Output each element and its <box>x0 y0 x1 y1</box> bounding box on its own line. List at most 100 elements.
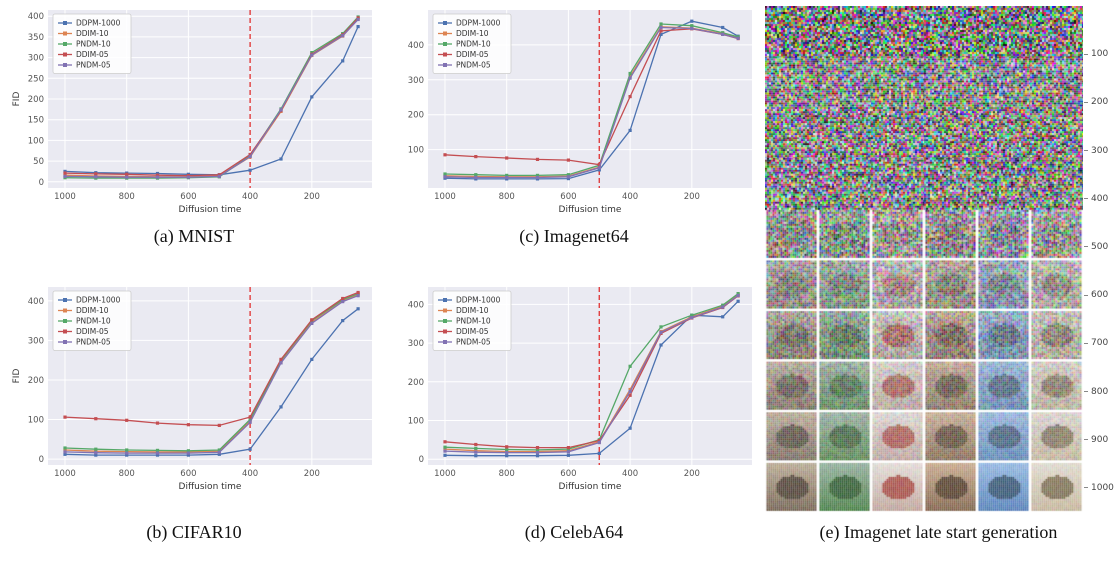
svg-text:400: 400 <box>408 300 424 310</box>
svg-text:200: 200 <box>684 192 700 202</box>
svg-text:DDPM-1000: DDPM-1000 <box>456 296 501 305</box>
svg-text:600: 600 <box>560 192 576 202</box>
y-axis: 0 100 200 300 400 <box>408 300 424 465</box>
svg-text:400: 400 <box>28 297 44 307</box>
y-axis-label: FID <box>12 369 22 384</box>
row-tick <box>1084 150 1088 151</box>
svg-text:600: 600 <box>560 469 576 479</box>
caption-celeba64: (d) CelebA64 <box>388 522 760 543</box>
svg-text:DDIM-10: DDIM-10 <box>456 29 489 38</box>
svg-text:PNDM-10: PNDM-10 <box>456 317 491 326</box>
svg-text:0: 0 <box>39 455 44 465</box>
svg-text:300: 300 <box>408 76 424 86</box>
x-axis: 1000 800 600 400 200 Diffusion time <box>434 469 700 492</box>
svg-text:DDPM-1000: DDPM-1000 <box>76 19 121 28</box>
imagenet-generation-panel: 100 200 300 400 500 600 700 800 900 1000 <box>765 6 1117 514</box>
chart-svg-cifar10: 1000 800 600 400 200 Diffusion time 0 100 200 300… <box>8 281 380 499</box>
y-axis: 100 200 300 400 <box>408 41 424 156</box>
svg-text:200: 200 <box>408 111 424 121</box>
svg-text:400: 400 <box>408 41 424 51</box>
svg-text:DDIM-10: DDIM-10 <box>76 306 109 315</box>
svg-text:300: 300 <box>408 339 424 349</box>
x-axis-label: Diffusion time <box>179 482 242 492</box>
row-tick <box>1084 198 1088 199</box>
x-axis-label: Diffusion time <box>559 205 622 215</box>
row-tick <box>1084 295 1088 296</box>
row-label: 100 <box>1091 49 1108 59</box>
row-label: 400 <box>1091 194 1108 204</box>
svg-text:DDIM-10: DDIM-10 <box>76 29 109 38</box>
svg-text:PNDM-10: PNDM-10 <box>76 40 111 49</box>
svg-text:PNDM-05: PNDM-05 <box>456 61 491 70</box>
caption-mnist: (a) MNIST <box>8 226 380 247</box>
svg-text:DDIM-05: DDIM-05 <box>456 327 489 336</box>
svg-text:200: 200 <box>408 378 424 388</box>
legend: DDPM-1000DDIM-10 PNDM-10DDIM-05 PNDM-05 <box>433 14 511 74</box>
row-tick <box>1084 246 1088 247</box>
row-tick <box>1084 439 1088 440</box>
svg-text:400: 400 <box>622 192 638 202</box>
svg-text:100: 100 <box>28 136 44 146</box>
figure: 1000 800 600 400 200 Diffusion time 0 50 100 150 2… <box>0 0 1119 574</box>
x-axis: 1000 800 600 400 200 Diffusion time <box>54 469 320 492</box>
svg-text:300: 300 <box>28 54 44 64</box>
svg-text:200: 200 <box>304 192 320 202</box>
svg-text:PNDM-05: PNDM-05 <box>456 338 491 347</box>
x-axis-label: Diffusion time <box>559 482 622 492</box>
chart-svg-celeba64: 1000 800 600 400 200 Diffusion time 0 100 200 300… <box>388 281 760 499</box>
chart-svg-mnist: 1000 800 600 400 200 Diffusion time 0 50 100 150 2… <box>8 4 380 222</box>
svg-text:DDIM-10: DDIM-10 <box>456 306 489 315</box>
svg-text:200: 200 <box>304 469 320 479</box>
svg-text:50: 50 <box>33 157 44 167</box>
row-tick <box>1084 391 1088 392</box>
svg-text:1000: 1000 <box>54 469 76 479</box>
chart-celeba64: 1000 800 600 400 200 Diffusion time 0 100 200 300… <box>388 281 760 499</box>
svg-text:400: 400 <box>28 12 44 22</box>
y-axis-label: FID <box>12 92 22 107</box>
svg-text:DDIM-05: DDIM-05 <box>76 50 109 59</box>
row-tick <box>1084 102 1088 103</box>
svg-text:600: 600 <box>180 469 196 479</box>
row-label: 200 <box>1091 97 1108 107</box>
y-axis: 0 100 200 300 400 <box>28 297 44 465</box>
svg-text:200: 200 <box>28 95 44 105</box>
svg-text:1000: 1000 <box>434 192 456 202</box>
row-label: 700 <box>1091 338 1108 348</box>
svg-text:150: 150 <box>28 116 44 126</box>
imagenet-grid-image <box>765 6 1083 512</box>
svg-text:600: 600 <box>180 192 196 202</box>
svg-text:300: 300 <box>28 336 44 346</box>
svg-text:400: 400 <box>242 469 258 479</box>
chart-cifar10: 1000 800 600 400 200 Diffusion time 0 100 200 300… <box>8 281 380 499</box>
svg-text:DDIM-05: DDIM-05 <box>76 327 109 336</box>
svg-text:DDPM-1000: DDPM-1000 <box>456 19 501 28</box>
svg-text:PNDM-10: PNDM-10 <box>76 317 111 326</box>
svg-text:800: 800 <box>499 469 515 479</box>
svg-text:200: 200 <box>684 469 700 479</box>
chart-mnist: 1000 800 600 400 200 Diffusion time 0 50 100 150 2… <box>8 4 380 222</box>
legend: DDPM-1000DDIM-10 PNDM-10DDIM-05 PNDM-05 <box>433 291 511 351</box>
row-label: 800 <box>1091 387 1108 397</box>
svg-text:100: 100 <box>408 146 424 156</box>
svg-text:PNDM-10: PNDM-10 <box>456 40 491 49</box>
caption-imagenet-generation: (e) Imagenet late start generation <box>760 522 1117 543</box>
svg-text:100: 100 <box>28 416 44 426</box>
svg-text:1000: 1000 <box>54 192 76 202</box>
svg-text:0: 0 <box>419 455 424 465</box>
row-label: 900 <box>1091 435 1108 445</box>
svg-text:PNDM-05: PNDM-05 <box>76 61 111 70</box>
svg-text:1000: 1000 <box>434 469 456 479</box>
svg-text:800: 800 <box>499 192 515 202</box>
legend: DDPM-1000DDIM-10 PNDM-10DDIM-05 PNDM-05 <box>53 14 131 74</box>
svg-text:800: 800 <box>119 192 135 202</box>
x-axis: 1000 800 600 400 200 Diffusion time <box>54 192 320 215</box>
svg-text:100: 100 <box>408 417 424 427</box>
x-axis: 1000 800 600 400 200 Diffusion time <box>434 192 700 215</box>
svg-text:400: 400 <box>242 192 258 202</box>
svg-text:PNDM-05: PNDM-05 <box>76 338 111 347</box>
row-label: 600 <box>1091 290 1108 300</box>
caption-cifar10: (b) CIFAR10 <box>8 522 380 543</box>
x-axis-label: Diffusion time <box>179 205 242 215</box>
svg-text:DDIM-05: DDIM-05 <box>456 50 489 59</box>
svg-text:DDPM-1000: DDPM-1000 <box>76 296 121 305</box>
